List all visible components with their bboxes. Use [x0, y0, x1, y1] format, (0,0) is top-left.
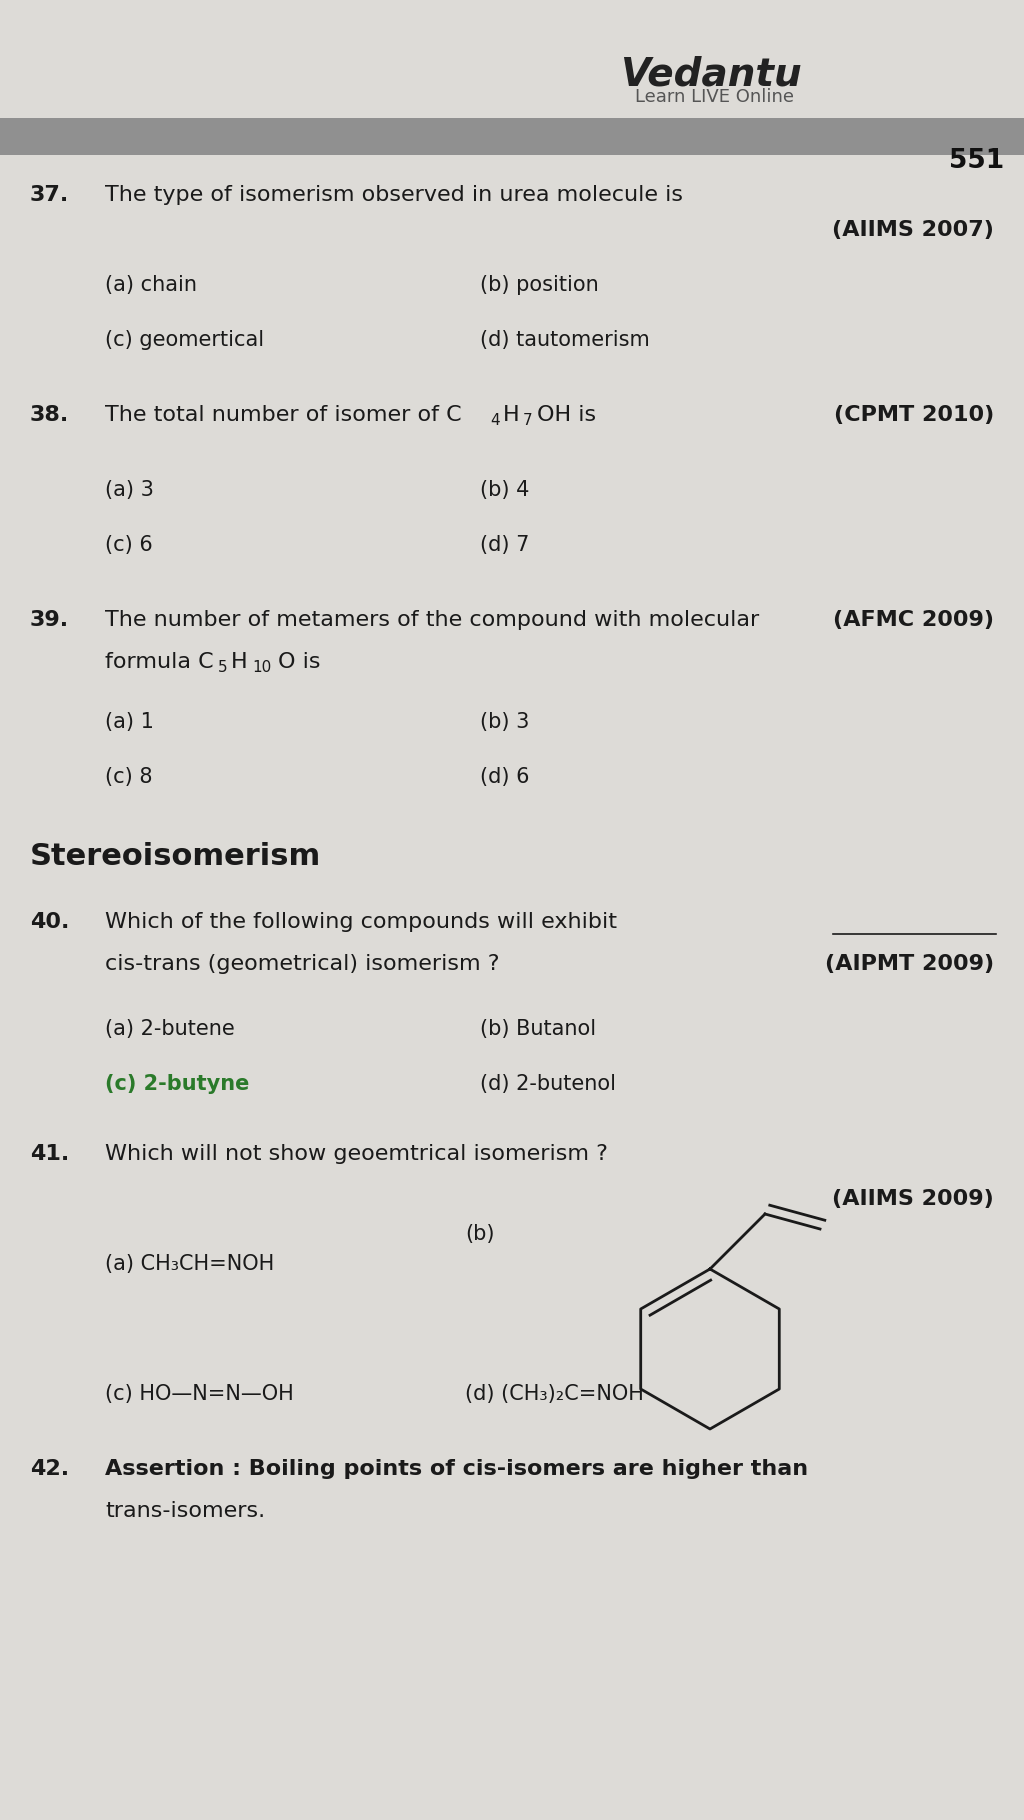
Text: OH is: OH is: [537, 406, 596, 426]
Text: The total number of isomer of C: The total number of isomer of C: [105, 406, 462, 426]
Text: (AFMC 2009): (AFMC 2009): [833, 610, 994, 630]
Text: cis-trans (geometrical) isomerism ?: cis-trans (geometrical) isomerism ?: [105, 954, 500, 974]
Text: Assertion : Boiling points of cis-isomers are higher than: Assertion : Boiling points of cis-isomer…: [105, 1460, 808, 1480]
Text: 551: 551: [949, 147, 1004, 175]
Text: (a) 2-butene: (a) 2-butene: [105, 1019, 234, 1039]
Text: (d) tautomerism: (d) tautomerism: [480, 329, 650, 349]
Text: (c) 2-butyne: (c) 2-butyne: [105, 1074, 250, 1094]
Text: O is: O is: [278, 652, 321, 672]
Text: 42.: 42.: [30, 1460, 70, 1480]
Text: formula C: formula C: [105, 652, 214, 672]
Text: Stereoisomerism: Stereoisomerism: [30, 843, 322, 872]
Bar: [0, 118, 1024, 155]
Text: (b) Butanol: (b) Butanol: [480, 1019, 596, 1039]
Text: (d) 2-butenol: (d) 2-butenol: [480, 1074, 616, 1094]
Text: 41.: 41.: [30, 1145, 70, 1165]
Text: (c) 6: (c) 6: [105, 535, 153, 555]
Text: 37.: 37.: [30, 186, 70, 206]
Text: 4: 4: [490, 413, 500, 428]
Text: The type of isomerism observed in urea molecule is: The type of isomerism observed in urea m…: [105, 186, 683, 206]
Text: 5: 5: [218, 661, 227, 675]
Text: (a) 3: (a) 3: [105, 480, 154, 501]
Text: (AIPMT 2009): (AIPMT 2009): [825, 954, 994, 974]
Text: (c) 8: (c) 8: [105, 766, 153, 786]
Text: H: H: [231, 652, 248, 672]
Text: Vedantu: Vedantu: [620, 55, 802, 93]
Text: (a) chain: (a) chain: [105, 275, 197, 295]
Text: (c) geomertical: (c) geomertical: [105, 329, 264, 349]
Text: 10: 10: [252, 661, 271, 675]
Text: (d) (CH₃)₂C=NOH: (d) (CH₃)₂C=NOH: [465, 1383, 644, 1403]
Text: Which will not show geoemtrical isomerism ?: Which will not show geoemtrical isomeris…: [105, 1145, 608, 1165]
Text: The number of metamers of the compound with molecular: The number of metamers of the compound w…: [105, 610, 759, 630]
Text: 39.: 39.: [30, 610, 70, 630]
Text: (CPMT 2010): (CPMT 2010): [834, 406, 994, 426]
Text: (a) 1: (a) 1: [105, 712, 154, 732]
Text: 38.: 38.: [30, 406, 70, 426]
Text: (c) HO—N=N—OH: (c) HO—N=N—OH: [105, 1383, 294, 1403]
Text: (b) 3: (b) 3: [480, 712, 529, 732]
Text: (AIIMS 2009): (AIIMS 2009): [833, 1188, 994, 1208]
Text: 40.: 40.: [30, 912, 70, 932]
Text: (b) position: (b) position: [480, 275, 599, 295]
Text: trans-isomers.: trans-isomers.: [105, 1502, 265, 1522]
Text: H: H: [503, 406, 519, 426]
Text: (a) CH₃CH=NOH: (a) CH₃CH=NOH: [105, 1254, 274, 1274]
Text: Learn LIVE Online: Learn LIVE Online: [635, 87, 794, 106]
Text: 7: 7: [523, 413, 532, 428]
Text: (d) 6: (d) 6: [480, 766, 529, 786]
Text: (d) 7: (d) 7: [480, 535, 529, 555]
Text: (b): (b): [465, 1225, 495, 1245]
Text: (b) 4: (b) 4: [480, 480, 529, 501]
Text: (AIIMS 2007): (AIIMS 2007): [833, 220, 994, 240]
Text: Which of the following compounds will exhibit: Which of the following compounds will ex…: [105, 912, 617, 932]
